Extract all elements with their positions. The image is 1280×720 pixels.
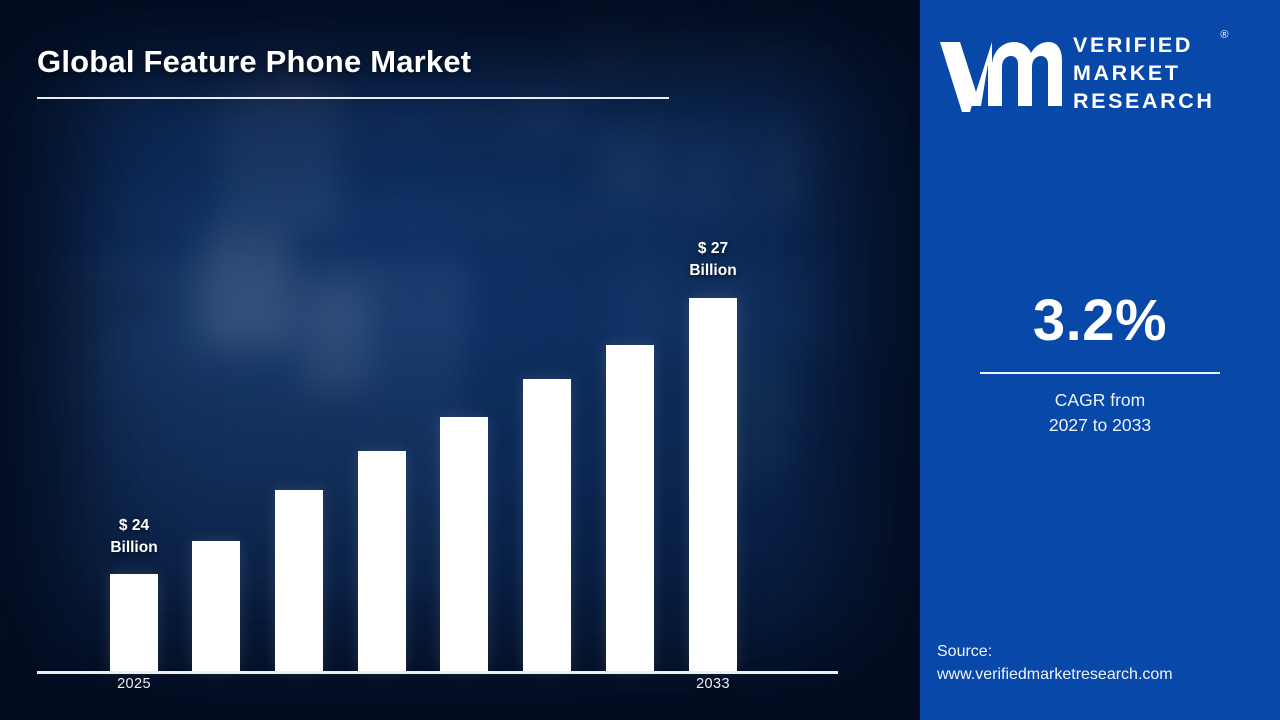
cagr-divider	[980, 372, 1220, 374]
title-block: Global Feature Phone Market	[37, 44, 677, 99]
bar-2029	[440, 417, 488, 671]
bar-2027	[275, 490, 323, 671]
source-block: Source: www.verifiedmarketresearch.com	[937, 640, 1280, 687]
vmr-monogram-icon	[940, 42, 1062, 112]
title-underline	[37, 97, 669, 99]
registered-trademark-icon: ®	[1220, 29, 1229, 42]
axis-tick-2033: 2033	[696, 676, 730, 692]
bar-label-last-line1: $ 27	[697, 240, 729, 257]
source-label: Source:	[937, 643, 993, 660]
brand-line-3: RESEARCH	[1073, 88, 1215, 113]
axis-tick-2025: 2025	[117, 676, 151, 692]
cagr-caption-line1: CAGR from	[1054, 390, 1146, 410]
cagr-caption: CAGR from 2027 to 2033	[920, 388, 1280, 439]
brand-wordmark: VERIFIED MARKET RESEARCH ®	[1073, 29, 1228, 116]
brand-logo[interactable]: VERIFIED MARKET RESEARCH ®	[940, 28, 1270, 120]
bar-label-first-line1: $ 24	[118, 517, 150, 534]
bar-label-last-line2: Billion	[689, 262, 737, 279]
bar-2026	[192, 541, 240, 671]
bar-label-last: $ 27 Billion	[653, 238, 773, 282]
cagr-caption-line2: 2027 to 2033	[1048, 415, 1152, 436]
brand-line-1: VERIFIED	[1073, 33, 1193, 58]
x-axis-line	[37, 671, 838, 674]
bar-label-first-line2: Billion	[110, 539, 158, 556]
cagr-value: 3.2%	[1032, 288, 1168, 353]
bar-2032	[689, 298, 737, 671]
source-url[interactable]: www.verifiedmarketresearch.com	[937, 666, 1173, 684]
bar-2025	[110, 574, 158, 671]
page-title: Global Feature Phone Market	[37, 44, 472, 79]
side-panel: VERIFIED MARKET RESEARCH ® 3.2% CAGR fro…	[920, 0, 1280, 720]
bar-2028	[358, 451, 406, 671]
bar-chart: $ 24 Billion $ 27 Billion 2025 2033	[37, 238, 838, 692]
bar-label-first: $ 24 Billion	[74, 515, 194, 559]
cagr-block: 3.2% CAGR from 2027 to 2033	[920, 292, 1280, 439]
brand-line-2: MARKET	[1073, 61, 1181, 86]
bar-2030	[523, 379, 571, 671]
bar-2031	[606, 345, 654, 671]
